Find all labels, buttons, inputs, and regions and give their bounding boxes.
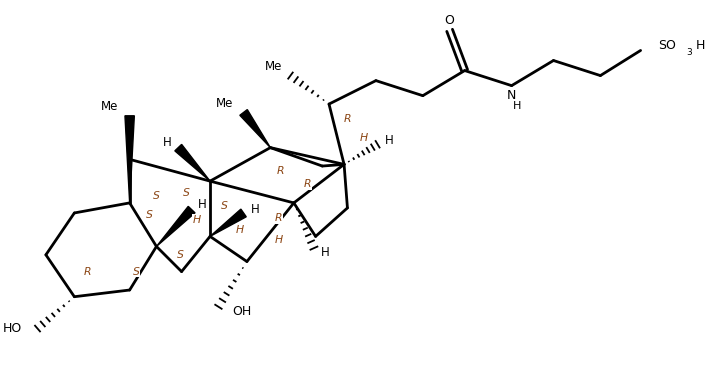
Text: S: S [221,201,228,211]
Text: O: O [445,14,455,27]
Text: H: H [275,235,283,245]
Polygon shape [210,209,246,236]
Text: R: R [275,213,282,223]
Polygon shape [175,144,210,181]
Text: 3: 3 [686,48,691,56]
Text: Me: Me [216,97,234,110]
Text: S: S [133,266,140,277]
Text: H: H [360,133,368,143]
Text: H: H [385,135,394,147]
Text: H: H [192,215,201,225]
Polygon shape [125,116,134,203]
Text: N: N [507,89,516,102]
Text: HO: HO [3,322,22,335]
Text: S: S [147,210,153,219]
Text: OH: OH [232,305,252,318]
Text: H: H [198,198,207,211]
Text: H: H [236,225,245,235]
Text: R: R [303,180,311,190]
Text: SO: SO [658,39,676,52]
Text: H: H [513,102,521,111]
Text: H: H [251,203,260,216]
Text: H: H [163,136,172,149]
Text: S: S [183,188,190,198]
Text: R: R [84,266,92,277]
Text: R: R [344,114,351,124]
Text: Me: Me [101,100,118,113]
Polygon shape [157,206,195,246]
Text: H: H [321,246,330,258]
Polygon shape [240,110,270,147]
Text: Me: Me [265,60,282,73]
Text: H: H [696,39,705,52]
Text: S: S [177,250,183,260]
Text: R: R [277,166,284,176]
Text: S: S [153,191,160,201]
